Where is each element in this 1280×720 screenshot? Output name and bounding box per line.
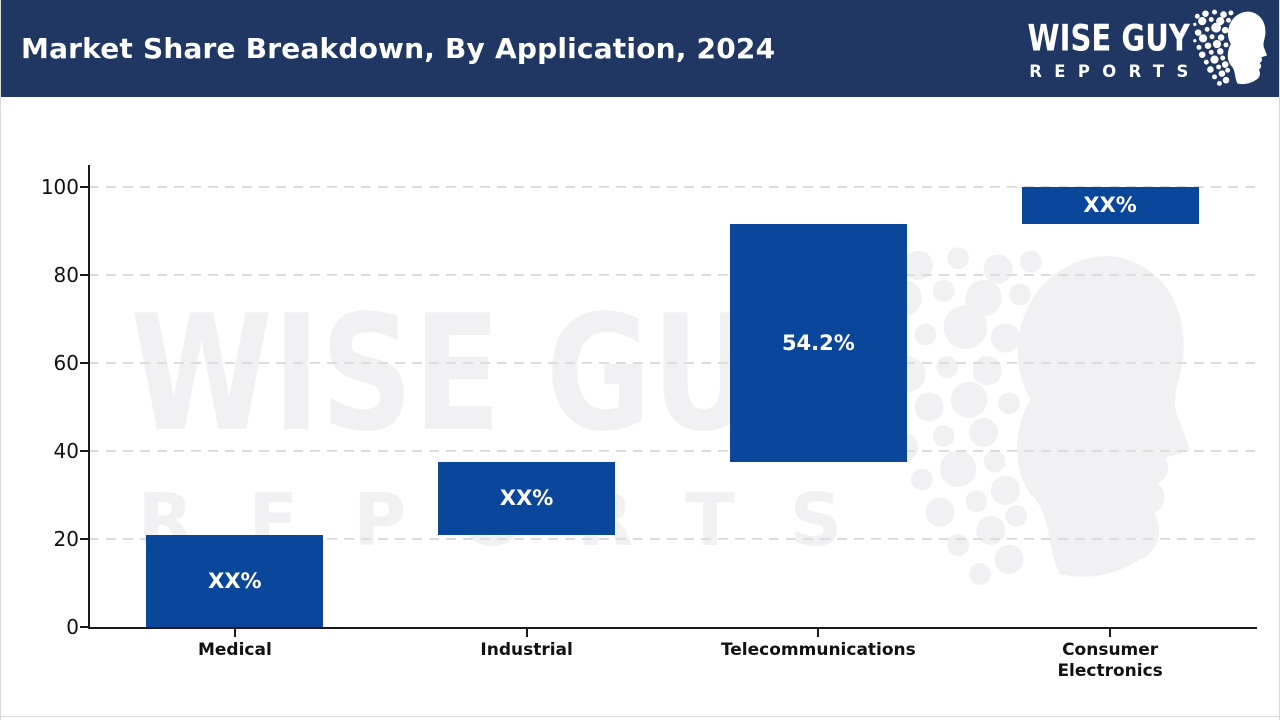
brand-dot — [1211, 22, 1222, 33]
brand-dot — [1216, 16, 1225, 25]
brand-dot — [1222, 76, 1230, 83]
wiseguy-logo-group: WISE GUY REPORTS — [1028, 9, 1267, 86]
y-tick-mark — [80, 450, 88, 452]
y-tick-mark — [80, 274, 88, 276]
brand-dot — [1194, 28, 1202, 36]
gridline — [89, 450, 1256, 452]
gridline — [89, 274, 1256, 276]
y-tick-mark — [80, 538, 88, 540]
bar-telecommunications: 54.2% — [729, 223, 907, 462]
x-axis-label: Telecommunications — [720, 640, 916, 660]
brand-wordmark: WISE GUY — [1028, 17, 1191, 59]
brand-dot — [1194, 13, 1200, 19]
brand-dot — [1208, 49, 1214, 55]
bar-value-label: XX% — [208, 568, 262, 593]
y-tick-label: 80 — [53, 263, 79, 287]
brand-dot — [1216, 80, 1222, 86]
brand-dot — [1212, 9, 1217, 15]
bar-value-label: 54.2% — [781, 330, 855, 355]
plot-area: XX% XX% 54.2% XX% — [89, 165, 1256, 627]
brand-dot — [1203, 59, 1209, 65]
y-tick-label: 20 — [53, 527, 79, 551]
y-tick-mark — [80, 626, 88, 628]
brand-dot — [1204, 41, 1212, 49]
brand-dot — [1210, 55, 1219, 64]
brand-dot — [1212, 73, 1217, 79]
x-axis-label: Medical — [197, 640, 272, 660]
brand-dot — [1208, 16, 1214, 22]
x-axis-line — [88, 627, 1257, 629]
brand-subtext: REPORTS — [1029, 61, 1188, 80]
y-tick-label: 0 — [66, 615, 79, 639]
brand-dot — [1221, 26, 1229, 33]
brand-dot — [1202, 9, 1209, 17]
page-title: Market Share Breakdown, By Application, … — [21, 32, 776, 65]
gridline — [89, 362, 1256, 364]
x-axis-label: Consumer Electronics — [1057, 640, 1163, 681]
bar-value-label: XX% — [499, 486, 554, 511]
bottom-divider — [1, 716, 1279, 717]
brand-dot — [1198, 50, 1206, 58]
gridline — [89, 186, 1256, 188]
brand-dot — [1220, 55, 1226, 60]
brand-dot — [1212, 39, 1222, 48]
x-tick-mark — [525, 629, 528, 637]
brand-dot — [1198, 33, 1208, 42]
bar-consumer-electronics: XX% — [1021, 187, 1199, 224]
brand-dot — [1216, 47, 1224, 55]
y-tick-label: 40 — [53, 439, 79, 463]
brand-dot — [1196, 44, 1202, 50]
gridline — [89, 538, 1256, 540]
brand-dot — [1220, 10, 1227, 18]
brand-dot — [1226, 17, 1231, 23]
brand-dot — [1216, 64, 1222, 69]
brand-dot — [1207, 65, 1214, 73]
brand-dot — [1223, 41, 1229, 47]
brand-dot — [1204, 26, 1210, 32]
x-tick-mark — [817, 629, 820, 637]
wiseguy-logo: WISE GUY REPORTS — [1028, 9, 1267, 86]
y-tick-label: 100 — [40, 175, 79, 199]
y-tick-label: 60 — [53, 351, 79, 375]
x-axis-label: Industrial — [480, 640, 573, 660]
bar-value-label: XX% — [1083, 193, 1137, 218]
brand-dot — [1221, 60, 1229, 68]
header: Market Share Breakdown, By Application, … — [1, 0, 1279, 97]
face-profile-icon — [1227, 11, 1267, 84]
y-tick-mark — [80, 362, 88, 364]
brand-dot — [1193, 22, 1197, 26]
brand-dot — [1209, 33, 1215, 39]
bar-medical: XX% — [146, 534, 324, 627]
brand-dot — [1193, 38, 1197, 42]
y-axis-line — [88, 165, 90, 629]
x-tick-mark — [1109, 629, 1112, 637]
x-tick-mark — [233, 629, 236, 637]
brand-dot — [1225, 67, 1231, 73]
y-tick-mark — [80, 186, 88, 188]
brand-dot — [1198, 16, 1207, 25]
brand-dot — [1228, 9, 1234, 15]
brand-dot — [1217, 33, 1225, 41]
brand-dot — [1218, 69, 1226, 77]
bar-industrial: XX% — [438, 462, 616, 535]
